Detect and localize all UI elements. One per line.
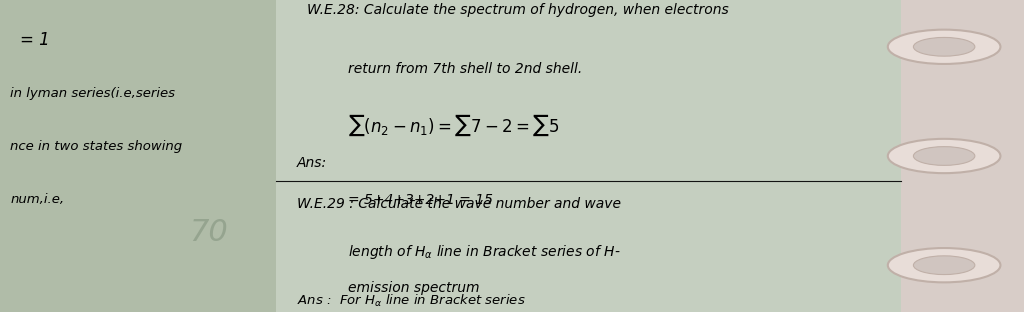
FancyBboxPatch shape (901, 0, 1024, 312)
Circle shape (913, 147, 975, 165)
Text: length of $H_{\alpha}$ line in Bracket series of H-: length of $H_{\alpha}$ line in Bracket s… (348, 243, 621, 261)
FancyBboxPatch shape (276, 0, 901, 312)
Circle shape (913, 37, 975, 56)
Text: $\sum(n_2 - n_1) = \sum 7-2 = \sum 5$: $\sum(n_2 - n_1) = \sum 7-2 = \sum 5$ (348, 112, 559, 138)
Text: 70: 70 (189, 218, 228, 247)
Circle shape (913, 256, 975, 275)
Text: Ans :  For $H_{\alpha}$ line in Bracket series: Ans : For $H_{\alpha}$ line in Bracket s… (297, 293, 525, 309)
Text: Ans:: Ans: (297, 156, 327, 170)
Text: W.E.29 : Calculate the wave number and wave: W.E.29 : Calculate the wave number and w… (297, 197, 621, 211)
Circle shape (888, 248, 1000, 282)
Text: = 1: = 1 (20, 31, 50, 49)
Text: = 5+4+3+2+1 = 15: = 5+4+3+2+1 = 15 (348, 193, 494, 207)
FancyBboxPatch shape (0, 0, 276, 312)
Text: in lyman series(i.e,series: in lyman series(i.e,series (10, 87, 175, 100)
Text: nce in two states showing: nce in two states showing (10, 140, 182, 154)
Circle shape (888, 139, 1000, 173)
Text: emission spectrum: emission spectrum (348, 281, 479, 295)
Text: W.E.28: Calculate the spectrum of hydrogen, when electrons: W.E.28: Calculate the spectrum of hydrog… (307, 3, 729, 17)
Text: num,i.e,: num,i.e, (10, 193, 65, 207)
Text: return from 7th shell to 2nd shell.: return from 7th shell to 2nd shell. (348, 62, 583, 76)
Circle shape (888, 30, 1000, 64)
